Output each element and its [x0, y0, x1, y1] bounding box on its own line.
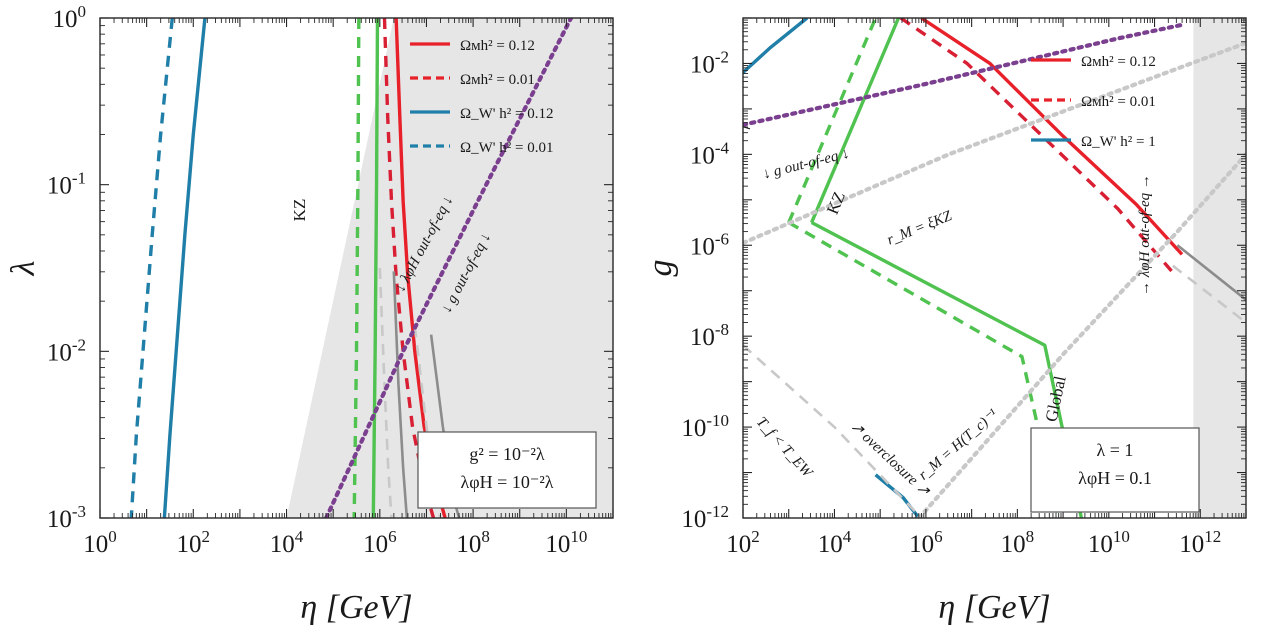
rm-xi-kz-label: r_M = ξKZ [885, 208, 955, 249]
legend: Ωᴍh² = 0.12 Ωᴍh² = 0.01 Ω_W' h² = 1 [1031, 54, 1156, 150]
series-line [392, 271, 409, 518]
x-tick-label: 102 [726, 527, 760, 558]
x-tick-label: 106 [909, 527, 943, 558]
axis-ticks [742, 17, 1247, 519]
y-tick-label: 100 [53, 2, 87, 33]
legend-label: Ω_W' h² = 0.01 [460, 140, 553, 156]
series-line [1176, 244, 1246, 301]
tick-labels: 100 102 104 106 108 1010 100 10-1 10-2 10-3 [47, 2, 588, 558]
info-box-line: λφH = 10⁻²λ [461, 472, 554, 492]
y-tick-label: 10-3 [47, 502, 86, 533]
info-box-line: g² = 10⁻²λ [469, 444, 544, 464]
legend-label: Ω_W' h² = 1 [1081, 134, 1156, 150]
series-line [1172, 264, 1246, 324]
x-tick-label: 104 [270, 527, 304, 558]
info-box-line: λ = 1 [1097, 440, 1134, 460]
series-line [743, 344, 923, 518]
y-tick-label: 10-4 [690, 138, 730, 169]
y-tick-label: 10-8 [690, 320, 729, 351]
info-box-line: λφH = 0.1 [1078, 468, 1152, 488]
info-box [417, 431, 597, 509]
x-tick-label: 106 [363, 527, 397, 558]
series-line [324, 18, 574, 518]
plot-right: ↙ overclosure ↙↗ overclosure ↗↓ g out-of… [642, 17, 1247, 626]
axis-ticks [99, 17, 614, 519]
y-tick-label: 10-1 [47, 169, 86, 200]
series-line [743, 18, 809, 74]
x-tick-label: 108 [1001, 527, 1035, 558]
info-box [1030, 427, 1200, 513]
tf-tew-label: T_f < T_EW [753, 414, 816, 482]
legend-label: Ωᴍh² = 0.12 [1081, 54, 1156, 70]
x-tick-label: 100 [83, 527, 117, 558]
plot-left: KZ ↓ λφH out-of-eq ↓↓ g out-of-eq ↓ 100 102… [5, 2, 614, 626]
g-out-of-eq-label: ↓ g out-of-eq ↓ [761, 146, 851, 183]
series-line [371, 18, 380, 518]
global-label: Global [1042, 374, 1070, 423]
series-line [162, 18, 207, 518]
panel-right: ↙ overclosure ↙ ↗ overclosure ↗ ↓ g out-of… [631, 0, 1262, 630]
axes-frame [742, 17, 1247, 519]
legend: Ωᴍh² = 0.12 Ωᴍh² = 0.01 Ω_W' h² = 0.12 Ω_W'… [410, 38, 553, 156]
y-tick-label: 10-10 [681, 411, 729, 442]
y-tick-label: 10-6 [690, 229, 729, 260]
y-axis-label: g [642, 260, 679, 277]
series-line [378, 267, 393, 518]
series-line [743, 40, 1246, 246]
axes-frame [99, 17, 614, 519]
x-axis-label: η [GeV] [938, 589, 1050, 626]
legend-label: Ωᴍh² = 0.01 [1081, 94, 1156, 110]
shaded-excluded-region [1193, 18, 1246, 518]
series-line [920, 18, 1184, 256]
series-line [352, 18, 361, 518]
y-tick-label: 10-12 [681, 502, 729, 533]
x-tick-label: 1012 [1179, 527, 1221, 558]
kz-label: KZ [290, 199, 309, 222]
lambda-phih-out-of-eq-label: → λφH out-of-eq → [1137, 174, 1153, 296]
plot-area: KZ ↓ λφH out-of-eq ↓↓ g out-of-eq ↓ [129, 18, 613, 518]
x-tick-label: 1010 [1088, 527, 1130, 558]
series-line [129, 18, 174, 518]
x-tick-label: 108 [456, 527, 490, 558]
panel-left: KZ ↓ λφH out-of-eq ↓ ↓ g out-of-eq ↓ 100 102… [5, 2, 614, 626]
y-tick-label: 10-2 [47, 335, 86, 366]
series-line [787, 221, 1061, 518]
series-line [810, 18, 901, 224]
legend-label: Ωᴍh² = 0.01 [460, 72, 535, 88]
legend-label: Ωᴍh² = 0.12 [460, 38, 535, 54]
y-axis-label: λ [5, 261, 42, 277]
series-line [743, 22, 1185, 127]
legend-label: Ω_W' h² = 0.12 [460, 106, 553, 122]
y-tick-label: 10-2 [690, 47, 729, 78]
shaded-excluded-region [286, 18, 613, 518]
series-line [916, 152, 1246, 518]
x-tick-label: 1010 [545, 527, 587, 558]
x-axis-label: η [GeV] [300, 589, 412, 626]
x-tick-label: 104 [818, 527, 852, 558]
kz-label: KZ [823, 189, 849, 217]
x-tick-label: 102 [177, 527, 211, 558]
tick-labels: 102 104 106 108 1010 1012 10-2 10-4 10-6 10-8 10-1… [681, 47, 1221, 558]
